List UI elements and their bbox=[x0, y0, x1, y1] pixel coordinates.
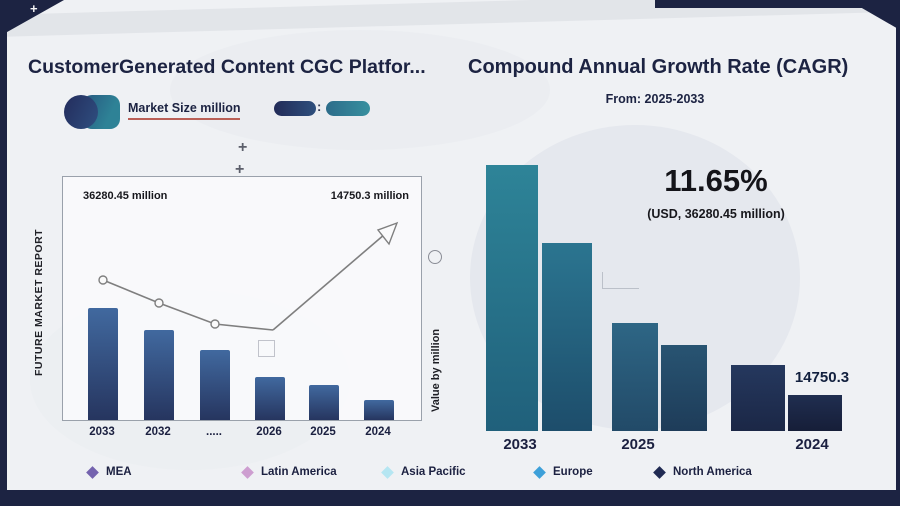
right-chart-bar-2025-primary bbox=[612, 323, 658, 431]
mini-pill-teal bbox=[326, 101, 370, 116]
legend-label: Europe bbox=[553, 466, 593, 478]
left-chart-x-label: 2024 bbox=[365, 426, 391, 438]
right-chart-bar-2024-primary bbox=[731, 365, 785, 431]
legend-diamond-icon bbox=[381, 465, 394, 479]
square-decor bbox=[258, 340, 275, 357]
legend-label: North America bbox=[673, 466, 752, 478]
right-chart-bar-2033-primary bbox=[486, 165, 538, 431]
plus-icon: + bbox=[30, 1, 38, 16]
left-chart-x-label: 2025 bbox=[310, 426, 336, 438]
left-chart-bar-2026 bbox=[255, 377, 285, 420]
page-title-left: CustomerGenerated Content CGC Platfor... bbox=[28, 56, 426, 78]
left-chart-bar-2033 bbox=[88, 308, 118, 420]
mini-pill-navy bbox=[274, 101, 316, 116]
legend-item-europe: Europe bbox=[533, 465, 593, 479]
legend-item-north-america: North America bbox=[653, 465, 752, 479]
future-market-report-label: FUTURE MARKET REPORT bbox=[33, 228, 45, 376]
page-title-right: Compound Annual Growth Rate (CAGR) bbox=[468, 56, 849, 78]
legend-diamond-icon bbox=[653, 465, 666, 479]
legend-diamond-icon bbox=[86, 465, 99, 479]
right-chart-x-label: 2033 bbox=[503, 436, 537, 453]
left-chart-max-label: 36280.45 million bbox=[83, 190, 168, 202]
legend-label: Latin America bbox=[261, 466, 337, 478]
frame-left bbox=[0, 0, 7, 506]
legend-label: MEA bbox=[106, 466, 132, 478]
frame-corner-top-right bbox=[848, 0, 900, 30]
legend-diamond-icon bbox=[241, 465, 254, 479]
plus-icon: + bbox=[238, 139, 248, 156]
cagr-range-subtitle: From: 2025-2033 bbox=[605, 92, 705, 106]
right-chart-bar-2033-secondary bbox=[542, 243, 592, 431]
legend-item-latin-america: Latin America bbox=[241, 465, 337, 479]
left-chart-bar-2032 bbox=[144, 330, 174, 420]
legend-label: Asia Pacific bbox=[401, 466, 466, 478]
right-chart-x-label: 2024 bbox=[795, 436, 829, 453]
left-chart-min-label: 14750.3 million bbox=[330, 190, 409, 202]
red-underline bbox=[128, 118, 240, 120]
value-2024-label: 14750.3 bbox=[794, 369, 850, 386]
left-chart-bar-2024 bbox=[364, 400, 394, 420]
circle-icon bbox=[428, 250, 442, 264]
left-chart-bar-..... bbox=[200, 350, 230, 420]
left-chart-panel: 36280.45 million 14750.3 million bbox=[62, 176, 422, 421]
bracket-decor bbox=[602, 272, 639, 289]
frame-bottom bbox=[0, 490, 900, 506]
pill-separator: : bbox=[317, 99, 322, 114]
frame-right bbox=[896, 0, 900, 506]
left-chart-x-label: 2033 bbox=[89, 426, 115, 438]
left-chart-bar-2025 bbox=[309, 385, 339, 420]
frame-top-right bbox=[655, 0, 900, 8]
market-size-legend-label: Market Size million bbox=[128, 101, 241, 115]
right-chart-bar-2024-secondary bbox=[788, 395, 842, 431]
cagr-usd-detail: (USD, 36280.45 million) bbox=[647, 207, 785, 221]
trend-arrow-line bbox=[98, 221, 399, 331]
value-by-million-axis-label: Value by million bbox=[430, 328, 442, 412]
pill-navy-half bbox=[64, 95, 98, 129]
left-chart-x-label: 2032 bbox=[145, 426, 171, 438]
left-chart-x-label: ..... bbox=[206, 426, 222, 438]
market-size-pill-icon bbox=[64, 95, 120, 129]
legend-item-asia-pacific: Asia Pacific bbox=[381, 465, 466, 479]
plus-icon: + bbox=[235, 161, 245, 178]
cagr-percentage: 11.65% bbox=[664, 163, 768, 198]
background-blob bbox=[170, 30, 550, 150]
frame-corner-top-left bbox=[0, 0, 64, 36]
right-chart-bar-2025-secondary bbox=[661, 345, 707, 431]
legend-diamond-icon bbox=[533, 465, 546, 479]
left-chart-x-label: 2026 bbox=[256, 426, 282, 438]
right-chart-x-label: 2025 bbox=[621, 436, 655, 453]
legend-item-mea: MEA bbox=[86, 465, 132, 479]
